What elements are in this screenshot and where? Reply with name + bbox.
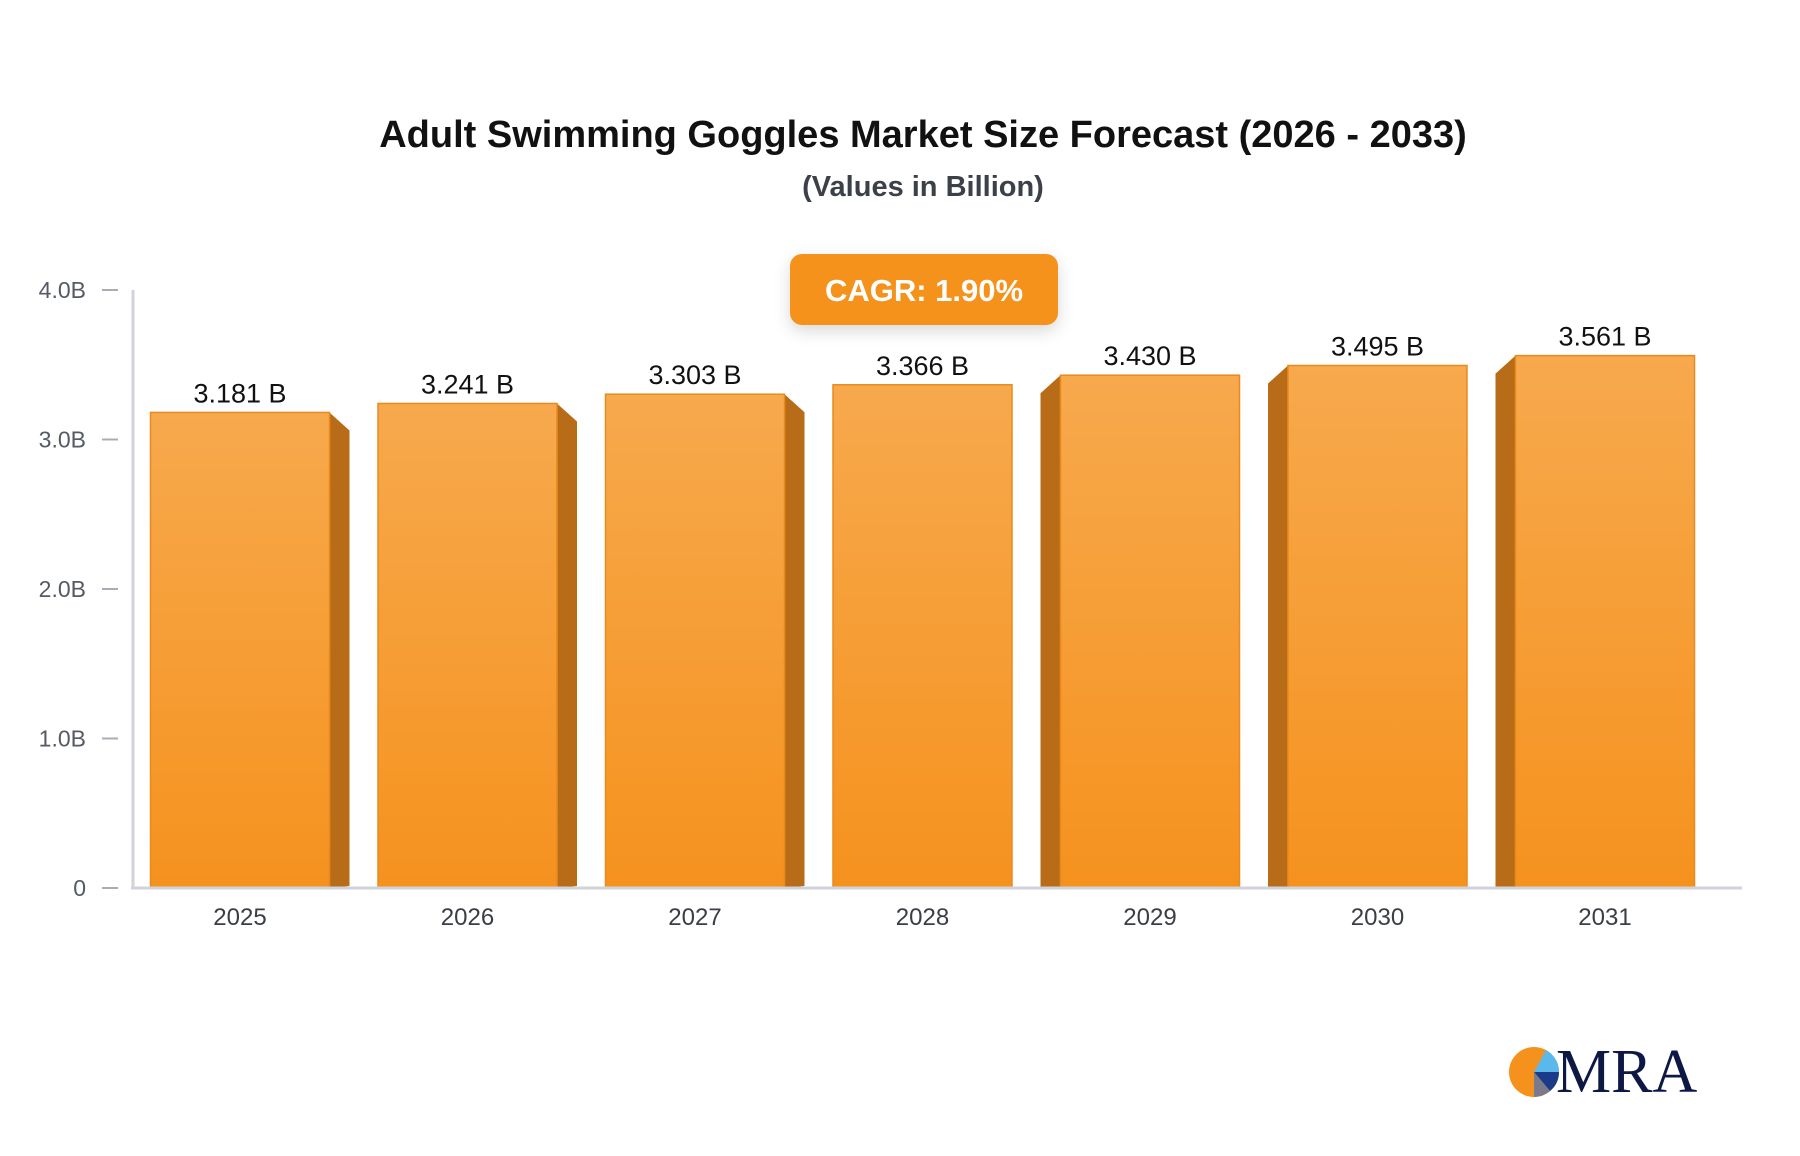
data-label: 3.561 B [1558,322,1651,352]
x-axis: 2025 2026 2027 2028 2029 2030 2031 [213,904,1631,931]
bar [1287,364,1468,889]
data-label: 3.181 B [193,378,286,408]
data-label: 3.430 B [1103,341,1196,371]
data-label: 3.303 B [648,360,741,390]
bar [832,384,1013,889]
chart-title: Adult Swimming Goggles Market Size Forec… [379,114,1467,156]
bar [377,402,558,889]
y-tick-label: 0 [73,875,86,901]
x-tick-label: 2028 [896,904,949,931]
bar [1514,354,1696,889]
bar [149,411,331,889]
bar-2030: 3.495 B [1268,331,1468,889]
data-label: 3.241 B [421,369,514,399]
x-tick-label: 2027 [668,904,721,931]
x-tick-label: 2025 [213,904,266,931]
x-tick-label: 2031 [1578,904,1631,931]
bar-2029: 3.430 B [1040,341,1241,889]
y-tick-label: 2.0B [39,576,86,602]
bar-2027: 3.303 B [604,360,805,889]
y-tick-label: 3.0B [39,427,86,453]
data-label: 3.495 B [1331,331,1424,361]
y-tick-label: 1.0B [39,726,86,752]
x-tick-label: 2030 [1351,904,1404,931]
bar-side [1495,355,1516,888]
data-label: 3.366 B [876,351,969,381]
bar [604,393,786,889]
mra-logo: MRA [1509,1038,1697,1106]
bar-side [784,394,805,888]
y-tick-label: 4.0B [39,277,86,303]
bars: 3.181 B 3.241 B 3.303 B 3.366 B 3.430 B 3.495… [149,322,1696,889]
cagr-label: CAGR: 1.90% [825,273,1023,308]
bar-2028: 3.366 B [832,351,1013,889]
bar-side [557,403,577,888]
cagr-badge [790,254,1058,325]
x-tick-label: 2026 [441,904,494,931]
bar-2026: 3.241 B [377,369,577,889]
bar [1059,374,1241,889]
y-axis: 0 1.0B 2.0B 3.0B 4.0B [39,277,118,901]
bar-side [1268,365,1288,888]
bar-2031: 3.561 B [1495,322,1696,889]
logo-text: MRA [1556,1038,1697,1106]
bar-side [329,412,350,888]
x-tick-label: 2029 [1123,904,1176,931]
bar-side [1040,375,1061,889]
bar-2025: 3.181 B [149,378,350,889]
chart-subtitle: (Values in Billion) [802,171,1044,203]
